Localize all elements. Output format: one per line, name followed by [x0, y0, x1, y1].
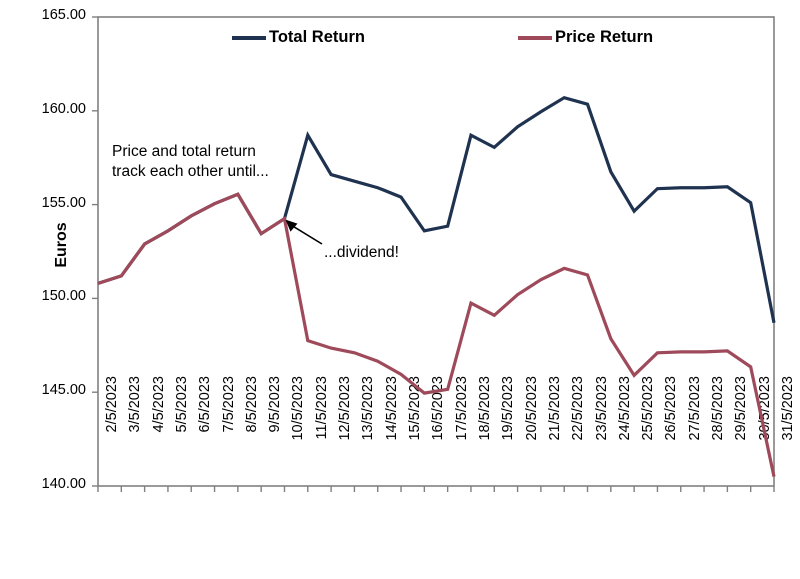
legend-item-total-return[interactable]: Total Return — [232, 28, 365, 47]
annotation-track-note: Price and total return track each other … — [112, 143, 269, 181]
legend-label-price-return: Price Return — [555, 28, 654, 46]
y-axis-tick-label: 160.00 — [41, 100, 86, 117]
legend-item-price-return[interactable]: Price Return — [518, 28, 653, 47]
annotation-dividend-note: ...dividend! — [324, 244, 399, 261]
y-axis-tick-labels: 165.00 160.00 155.00 150.00 145.00 140.00 — [8, 0, 86, 579]
axis-ticks — [92, 16, 775, 492]
y-axis-tick-label: 140.00 — [41, 476, 86, 492]
annotation-arrow-icon — [285, 219, 323, 245]
series-line-price-return — [97, 192, 776, 477]
plot-frame — [97, 16, 775, 487]
y-axis-tick-label: 150.00 — [41, 288, 86, 305]
y-axis-tick-label: 145.00 — [41, 382, 86, 399]
y-axis-tick-label: 165.00 — [41, 7, 86, 23]
legend-swatch-total-return — [232, 35, 266, 40]
legend-label-total-return: Total Return — [269, 28, 365, 46]
y-axis-tick-label: 155.00 — [41, 194, 86, 211]
legend-swatch-price-return — [518, 35, 552, 40]
